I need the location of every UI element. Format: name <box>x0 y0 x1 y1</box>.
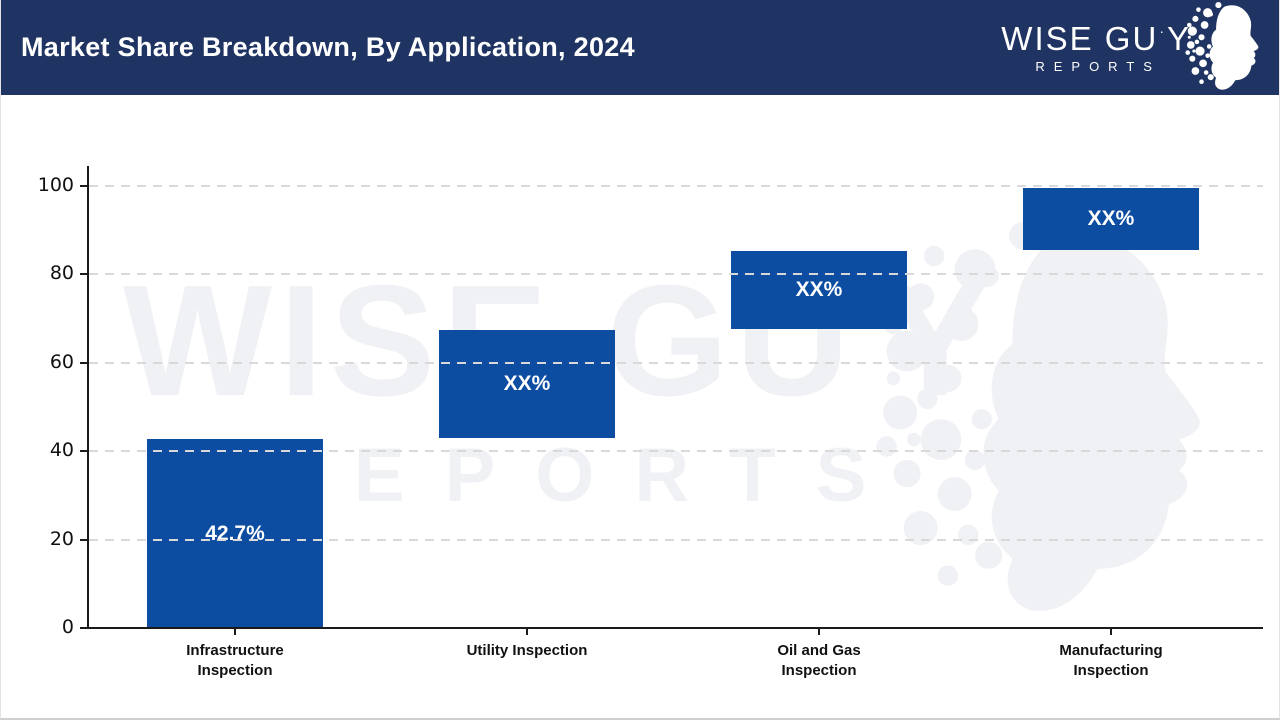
bar-4[interactable]: XX% <box>1023 187 1199 251</box>
x-tick-mark-4 <box>1110 629 1112 635</box>
bar-2[interactable]: XX% <box>439 329 615 438</box>
bar-1[interactable]: 42.7% <box>147 439 323 628</box>
brand-name: WISE GU·Y <box>1001 19 1191 57</box>
x-tick-mark-1 <box>234 629 236 635</box>
bar-value-label: XX% <box>795 278 843 302</box>
gridline-40 <box>89 450 1263 453</box>
y-tick-label-60: 60 <box>49 350 74 373</box>
x-category-label-line: Manufacturing <box>1059 642 1163 659</box>
page-title: Market Share Breakdown, By Application, … <box>21 32 635 62</box>
brand-logo: WISE GU·Y REPORTS <box>1001 0 1269 95</box>
gridline-20 <box>89 538 1263 541</box>
y-axis-line <box>87 166 89 629</box>
gridline-80 <box>89 273 1263 276</box>
gridline-60 <box>89 361 1263 364</box>
y-tick-mark-60 <box>80 361 89 364</box>
y-tick-mark-0 <box>80 627 89 629</box>
y-tick-mark-100 <box>80 185 89 187</box>
x-category-label-line: Oil and Gas <box>777 642 861 659</box>
x-tick-mark-2 <box>526 629 528 635</box>
x-category-label-line: Inspection <box>1073 662 1149 679</box>
bar-value-label: XX% <box>1087 206 1135 230</box>
y-tick-label-80: 80 <box>49 262 74 285</box>
dotted-head-watermark-icon <box>876 222 1200 611</box>
bar-value-label: 42.7% <box>205 521 265 545</box>
bar-3[interactable]: XX% <box>731 251 907 329</box>
y-tick-label-20: 20 <box>49 527 74 550</box>
x-category-label-1: Infrastructure Inspection <box>115 641 355 681</box>
y-tick-label-0: 0 <box>61 616 74 638</box>
brand-subtitle: REPORTS <box>1035 58 1161 74</box>
x-category-label-line: Inspection <box>781 662 857 679</box>
x-tick-mark-3 <box>818 629 820 635</box>
y-tick-mark-20 <box>80 538 89 541</box>
y-tick-label-40: 40 <box>49 439 74 462</box>
watermark-text-line2: REPORTS <box>259 433 907 518</box>
x-category-label-4: Manufacturing Inspection <box>991 641 1231 681</box>
x-category-label-line: Utility Inspection <box>466 642 588 659</box>
brand-logo-text: WISE GU·Y REPORTS <box>1001 22 1191 74</box>
y-tick-mark-40 <box>80 450 89 453</box>
gridline-100 <box>89 185 1263 187</box>
x-category-label-2: Utility Inspection <box>407 641 647 661</box>
y-tick-label-100: 100 <box>37 174 74 196</box>
logo-dot: · <box>1159 22 1166 39</box>
y-tick-mark-80 <box>80 273 89 276</box>
x-axis-line <box>87 627 1263 629</box>
x-category-label-line: Inspection <box>197 662 273 679</box>
header-bar: Market Share Breakdown, By Application, … <box>1 0 1279 95</box>
bar-value-label: XX% <box>503 371 551 395</box>
dotted-face-profile-icon <box>1185 1 1259 90</box>
x-category-label-3: Oil and Gas Inspection <box>699 641 939 681</box>
x-category-label-line: Infrastructure <box>186 642 284 659</box>
